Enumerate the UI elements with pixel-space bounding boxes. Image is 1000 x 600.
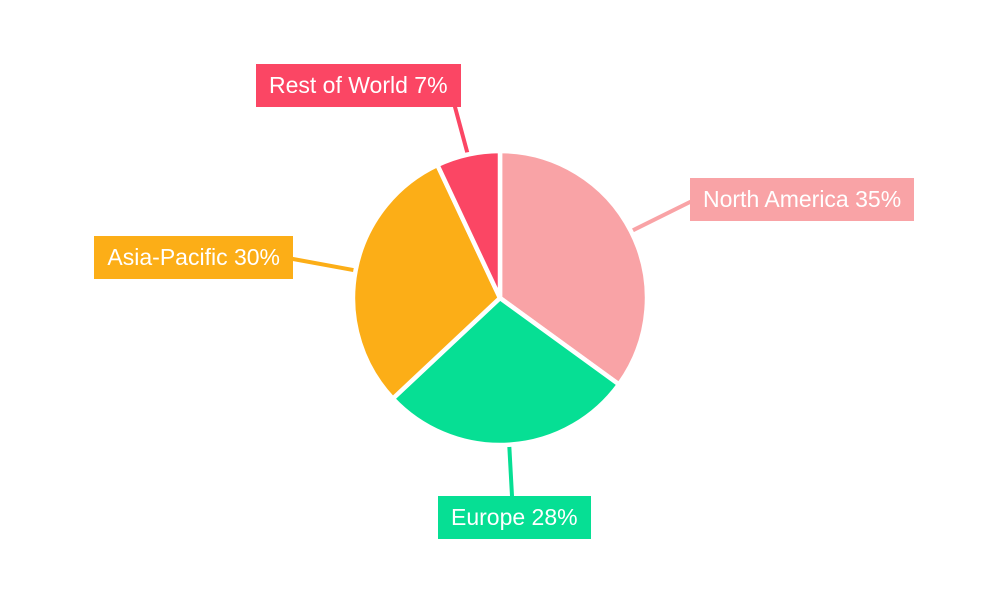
pie-slice-rest-of-world[interactable]	[434, 148, 503, 299]
pie-slice-north-america[interactable]	[497, 148, 650, 388]
leader-line-north-america	[627, 200, 692, 235]
callout-label-europe: Europe 28%	[438, 496, 591, 539]
leader-line-rest-of-world	[453, 105, 471, 159]
callout-label-asia-pacific: Asia-Pacific 30%	[94, 236, 293, 279]
leader-line-asia-pacific	[291, 257, 360, 273]
callout-label-north-america: North America 35%	[690, 178, 915, 221]
pie-slice-europe[interactable]	[389, 295, 623, 448]
callout-label-rest-of-world: Rest of World 7%	[256, 64, 461, 107]
leader-line-europe	[507, 440, 514, 498]
